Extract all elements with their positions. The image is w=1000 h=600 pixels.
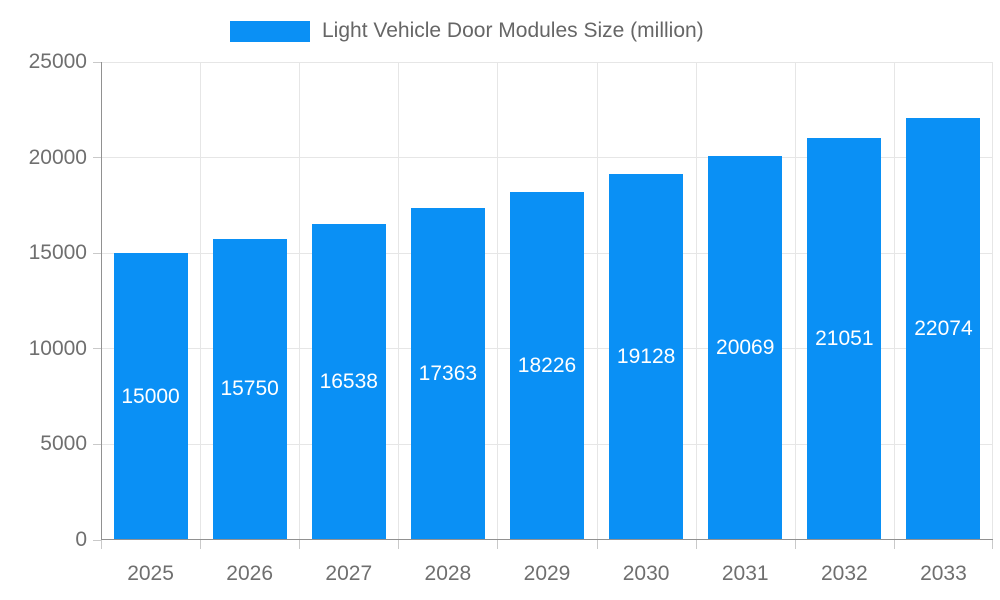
- bar-value-label: 22074: [914, 316, 973, 340]
- bar-2025: 15000: [113, 253, 188, 540]
- y-axis-tick-label: 25000: [28, 50, 87, 73]
- y-axis-line: [101, 62, 102, 540]
- plot-area: 0 5000 10000 15000 20000 25000 2025 15000 2026 15…: [29, 51, 993, 585]
- x-axis-tick: [299, 540, 301, 549]
- x-axis-line: [101, 539, 993, 540]
- y-axis-tick: [93, 539, 101, 541]
- gridline-horizontal: [101, 61, 993, 63]
- legend-swatch: [230, 20, 310, 42]
- y-axis-tick: [93, 443, 101, 445]
- gridline-vertical: [398, 62, 400, 540]
- bar-2033: 22074: [906, 117, 981, 540]
- y-axis-tick-label: 10000: [28, 336, 87, 360]
- bar-2028: 17363: [410, 208, 485, 540]
- bar-2026: 15750: [212, 238, 287, 540]
- y-axis-tick: [93, 157, 101, 159]
- gridline-vertical: [596, 62, 598, 540]
- x-axis-tick: [398, 540, 400, 549]
- bar-2032: 21051: [807, 137, 882, 540]
- y-axis-tick-label: 20000: [28, 145, 87, 169]
- y-axis-tick-label: 15000: [28, 241, 87, 265]
- x-axis-tick-label: 2026: [226, 562, 274, 585]
- bar-value-label: 18226: [517, 353, 577, 377]
- bar-2029: 18226: [510, 191, 584, 540]
- gridline-vertical: [695, 62, 697, 540]
- x-axis-tick: [794, 540, 796, 549]
- bar-2027: 16538: [311, 223, 386, 540]
- x-axis-tick: [596, 540, 598, 549]
- gridline-vertical: [893, 62, 895, 540]
- bar-value-label: 20069: [716, 336, 775, 360]
- y-axis-tick: [93, 348, 101, 350]
- x-axis-tick-label: 2033: [920, 562, 967, 585]
- y-axis-tick-label: 5000: [40, 432, 87, 456]
- x-axis-tick-label: 2032: [820, 562, 868, 585]
- bar-value-label: 16538: [319, 369, 378, 393]
- bar-value-label: 17363: [418, 362, 478, 385]
- legend-label: Light Vehicle Door Modules Size (million…: [322, 19, 704, 42]
- gridline-vertical: [200, 62, 202, 540]
- y-axis-tick: [93, 61, 101, 63]
- x-axis-tick-label: 2028: [424, 562, 472, 585]
- x-axis-tick: [695, 540, 697, 549]
- bar-value-label: 15000: [121, 384, 180, 408]
- x-axis-tick: [893, 540, 895, 549]
- x-axis-tick-label: 2027: [325, 562, 373, 585]
- bar-value-label: 19128: [616, 345, 676, 369]
- gridline-vertical: [299, 62, 301, 540]
- bar-value-label: 15750: [220, 377, 279, 401]
- gridline-horizontal: [101, 157, 993, 159]
- bar-2031: 20069: [708, 156, 783, 540]
- x-axis-tick-label: 2031: [721, 562, 769, 585]
- x-axis-tick: [992, 540, 993, 549]
- x-axis-tick: [497, 540, 499, 549]
- legend: Light Vehicle Door Modules Size (million…: [230, 19, 704, 43]
- bar-2030: 19128: [609, 174, 684, 540]
- gridline-vertical: [497, 62, 499, 540]
- gridline-vertical: [794, 62, 796, 540]
- gridline-vertical: [992, 62, 993, 540]
- x-axis-tick: [200, 540, 202, 549]
- x-axis-tick-label: 2025: [127, 562, 174, 585]
- y-axis-tick-label: 0: [75, 528, 87, 551]
- y-axis-tick: [93, 252, 101, 254]
- bar-value-label: 21051: [815, 326, 874, 350]
- x-axis-tick-label: 2030: [622, 562, 670, 585]
- x-axis-tick-label: 2029: [523, 562, 571, 585]
- x-axis-tick: [101, 540, 102, 549]
